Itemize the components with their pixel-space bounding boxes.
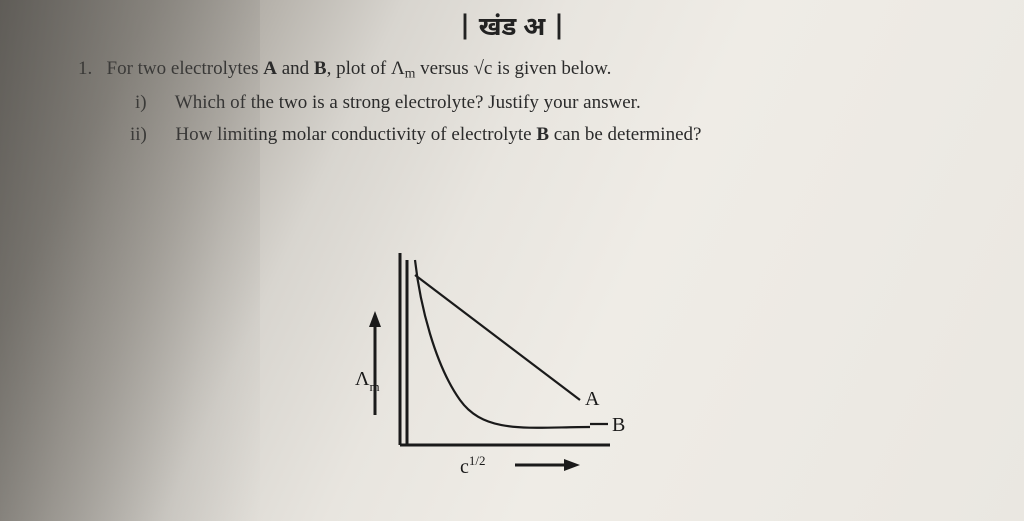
stem-text-4: versus √c is given below. xyxy=(415,58,611,79)
section-header: | खंड अ | xyxy=(0,12,1024,46)
question-number: 1. xyxy=(78,58,92,79)
curve-b xyxy=(415,260,590,428)
sub-ii-text-prefix: How limiting molar conductivity of elect… xyxy=(175,124,536,145)
sub-ii-bold-b: B xyxy=(536,124,549,145)
conductivity-graph: Λm A B c1/2 xyxy=(360,245,640,505)
curve-a xyxy=(415,275,580,400)
sub-i-number: i) xyxy=(135,92,147,113)
sub-ii-number: ii) xyxy=(130,124,147,145)
stem-text-2: and xyxy=(277,58,314,79)
x-axis-label: c1/2 xyxy=(460,453,486,478)
stem-bold-a: A xyxy=(263,58,277,79)
curve-b-label: B xyxy=(612,414,625,436)
subquestion-i: i) Which of the two is a strong electrol… xyxy=(135,92,641,114)
x-axis-arrowhead xyxy=(564,459,580,471)
subquestion-ii: ii) How limiting molar conductivity of e… xyxy=(130,124,701,146)
exam-page: | खंड अ | 1. For two electrolytes A and … xyxy=(0,0,1024,521)
stem-text-3: , plot of Λ xyxy=(327,58,405,79)
curve-a-label: A xyxy=(585,388,600,410)
y-axis-arrowhead xyxy=(369,311,381,327)
graph-svg: Λm A B c1/2 xyxy=(360,245,640,505)
stem-text-1: For two electrolytes xyxy=(107,58,264,79)
stem-sub-m: m xyxy=(405,65,416,80)
sub-i-text: Which of the two is a strong electrolyte… xyxy=(175,92,641,113)
stem-bold-b: B xyxy=(314,58,327,79)
sub-ii-text-suffix: can be determined? xyxy=(549,124,701,145)
question-stem: 1. For two electrolytes A and B, plot of… xyxy=(78,58,611,81)
